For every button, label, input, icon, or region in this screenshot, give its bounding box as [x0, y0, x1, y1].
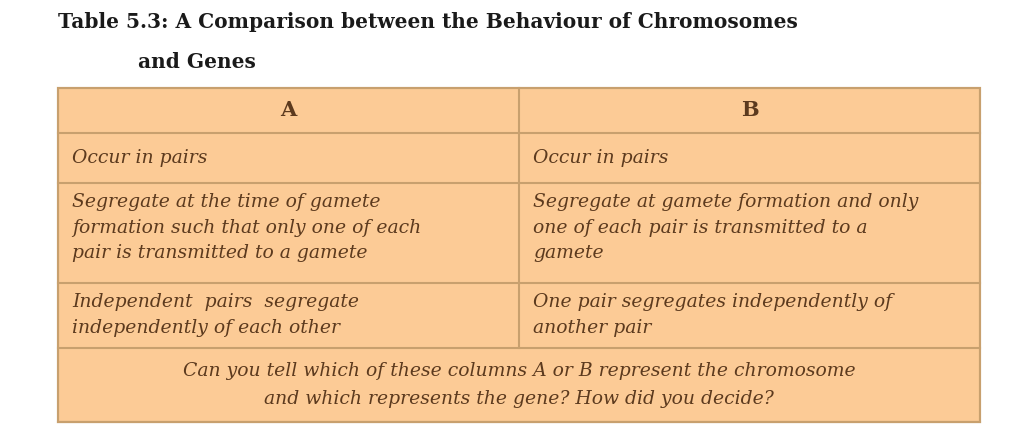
- Bar: [58, 88, 980, 422]
- Text: One pair segregates independently of
another pair: One pair segregates independently of ano…: [534, 293, 892, 337]
- Text: Can you tell which of these columns A or B represent the chromosome
and which re: Can you tell which of these columns A or…: [182, 362, 855, 408]
- Text: B: B: [740, 101, 759, 120]
- Bar: [58, 88, 980, 422]
- Text: Segregate at gamete formation and only
one of each pair is transmitted to a
game: Segregate at gamete formation and only o…: [534, 193, 919, 262]
- Text: Independent  pairs  segregate
independently of each other: Independent pairs segregate independentl…: [72, 293, 359, 337]
- Text: Occur in pairs: Occur in pairs: [72, 149, 208, 167]
- Text: Segregate at the time of gamete
formation such that only one of each
pair is tra: Segregate at the time of gamete formatio…: [72, 193, 421, 262]
- Text: and Genes: and Genes: [138, 52, 256, 72]
- Text: Occur in pairs: Occur in pairs: [534, 149, 669, 167]
- Text: A: A: [281, 101, 297, 120]
- Text: Table 5.3: A Comparison between the Behaviour of Chromosomes: Table 5.3: A Comparison between the Beha…: [58, 12, 798, 32]
